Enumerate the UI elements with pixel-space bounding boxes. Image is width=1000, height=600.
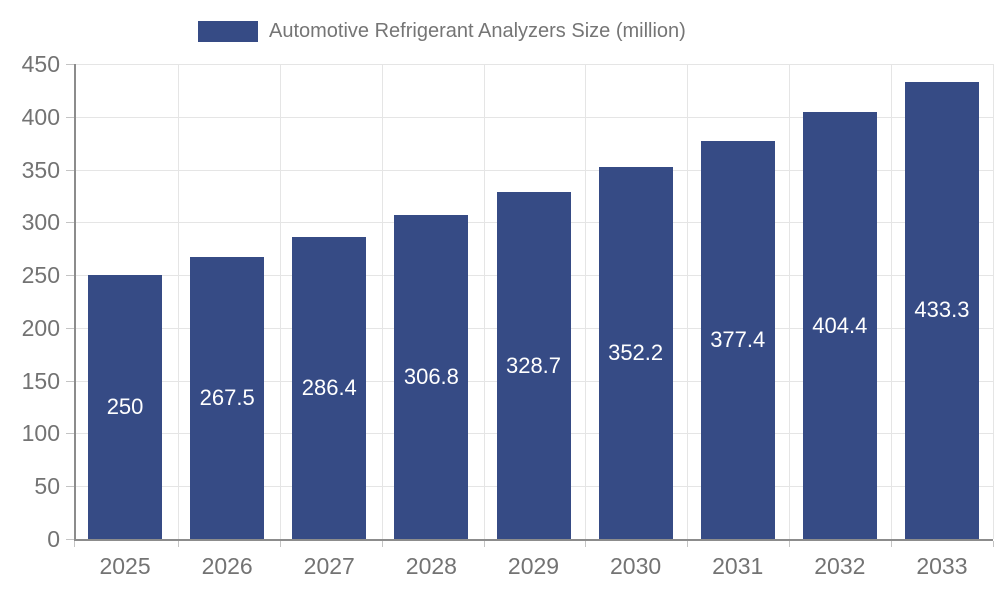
bar: 250 [88, 275, 163, 539]
bar-value-label: 250 [106, 394, 144, 420]
gridline-vertical [483, 64, 485, 539]
bar-value-label: 352.2 [608, 340, 664, 366]
bar-value-label: 306.8 [403, 364, 459, 390]
bar-value-label: 433.3 [914, 297, 970, 323]
x-tick-mark [993, 541, 994, 547]
gridline-horizontal [76, 116, 993, 118]
legend-label: Automotive Refrigerant Analyzers Size (m… [269, 20, 686, 42]
x-tick-mark [279, 541, 281, 547]
x-tick-mark [74, 541, 75, 547]
bar-value-label: 267.5 [199, 384, 255, 410]
bar: 404.4 [802, 112, 877, 539]
bar: 433.3 [904, 81, 979, 539]
x-tick-mark [381, 541, 383, 547]
x-tick-mark [483, 541, 485, 547]
x-tick-label: 2029 [507, 553, 560, 579]
x-tick-mark [687, 541, 689, 547]
x-tick-label: 2028 [405, 553, 457, 579]
x-tick-mark [789, 541, 791, 547]
y-tick-label: 200 [21, 314, 60, 341]
x-tick-label: 2025 [99, 553, 151, 579]
y-tick-mark [66, 539, 74, 540]
gridline-vertical [789, 64, 791, 539]
x-tick-mark [585, 541, 587, 547]
bar-value-label: 286.4 [301, 374, 357, 400]
y-tick-label: 0 [47, 526, 60, 552]
bar: 286.4 [292, 236, 367, 539]
bar: 377.4 [700, 140, 775, 539]
y-tick-mark [66, 64, 74, 65]
legend-swatch [198, 21, 258, 42]
y-tick-mark [66, 327, 74, 329]
x-axis-line [74, 539, 993, 541]
bar-value-label: 328.7 [505, 352, 562, 378]
x-tick-label: 2032 [814, 553, 866, 579]
y-tick-label: 250 [21, 262, 60, 289]
y-tick-mark [66, 486, 74, 488]
y-tick-mark [66, 433, 74, 435]
x-tick-label: 2026 [201, 553, 253, 579]
bar: 328.7 [496, 192, 571, 539]
gridline-vertical [381, 64, 383, 539]
x-tick-mark [177, 541, 179, 547]
gridline-horizontal [76, 169, 993, 171]
y-tick-mark [66, 380, 74, 382]
gridline-vertical [279, 64, 281, 539]
gridline-horizontal [76, 64, 993, 65]
x-tick-label: 2033 [916, 553, 968, 579]
x-tick-label: 2027 [303, 553, 355, 579]
gridline-vertical [993, 64, 994, 539]
y-tick-label: 150 [21, 367, 60, 394]
y-tick-label: 400 [21, 103, 60, 130]
bar: 306.8 [394, 215, 469, 539]
y-tick-mark [66, 116, 74, 118]
x-tick-label: 2031 [712, 553, 764, 579]
bar-value-label: 404.4 [812, 312, 868, 338]
bar: 352.2 [598, 167, 673, 539]
y-tick-mark [66, 275, 74, 277]
bar: 267.5 [190, 256, 265, 539]
gridline-vertical [585, 64, 587, 539]
y-tick-label: 50 [34, 473, 60, 500]
legend: Automotive Refrigerant Analyzers Size (m… [198, 20, 686, 43]
y-tick-label: 300 [21, 209, 60, 236]
gridline-vertical [687, 64, 689, 539]
gridline-vertical [177, 64, 179, 539]
y-tick-mark [66, 222, 74, 224]
y-tick-mark [66, 169, 74, 171]
gridline-vertical [891, 64, 893, 539]
y-tick-label: 100 [21, 420, 60, 447]
bar-value-label: 377.4 [710, 326, 766, 352]
y-tick-label: 450 [21, 51, 60, 77]
x-tick-label: 2030 [610, 553, 662, 579]
y-tick-label: 350 [21, 156, 60, 183]
y-axis-line [74, 64, 76, 541]
x-tick-mark [891, 541, 893, 547]
